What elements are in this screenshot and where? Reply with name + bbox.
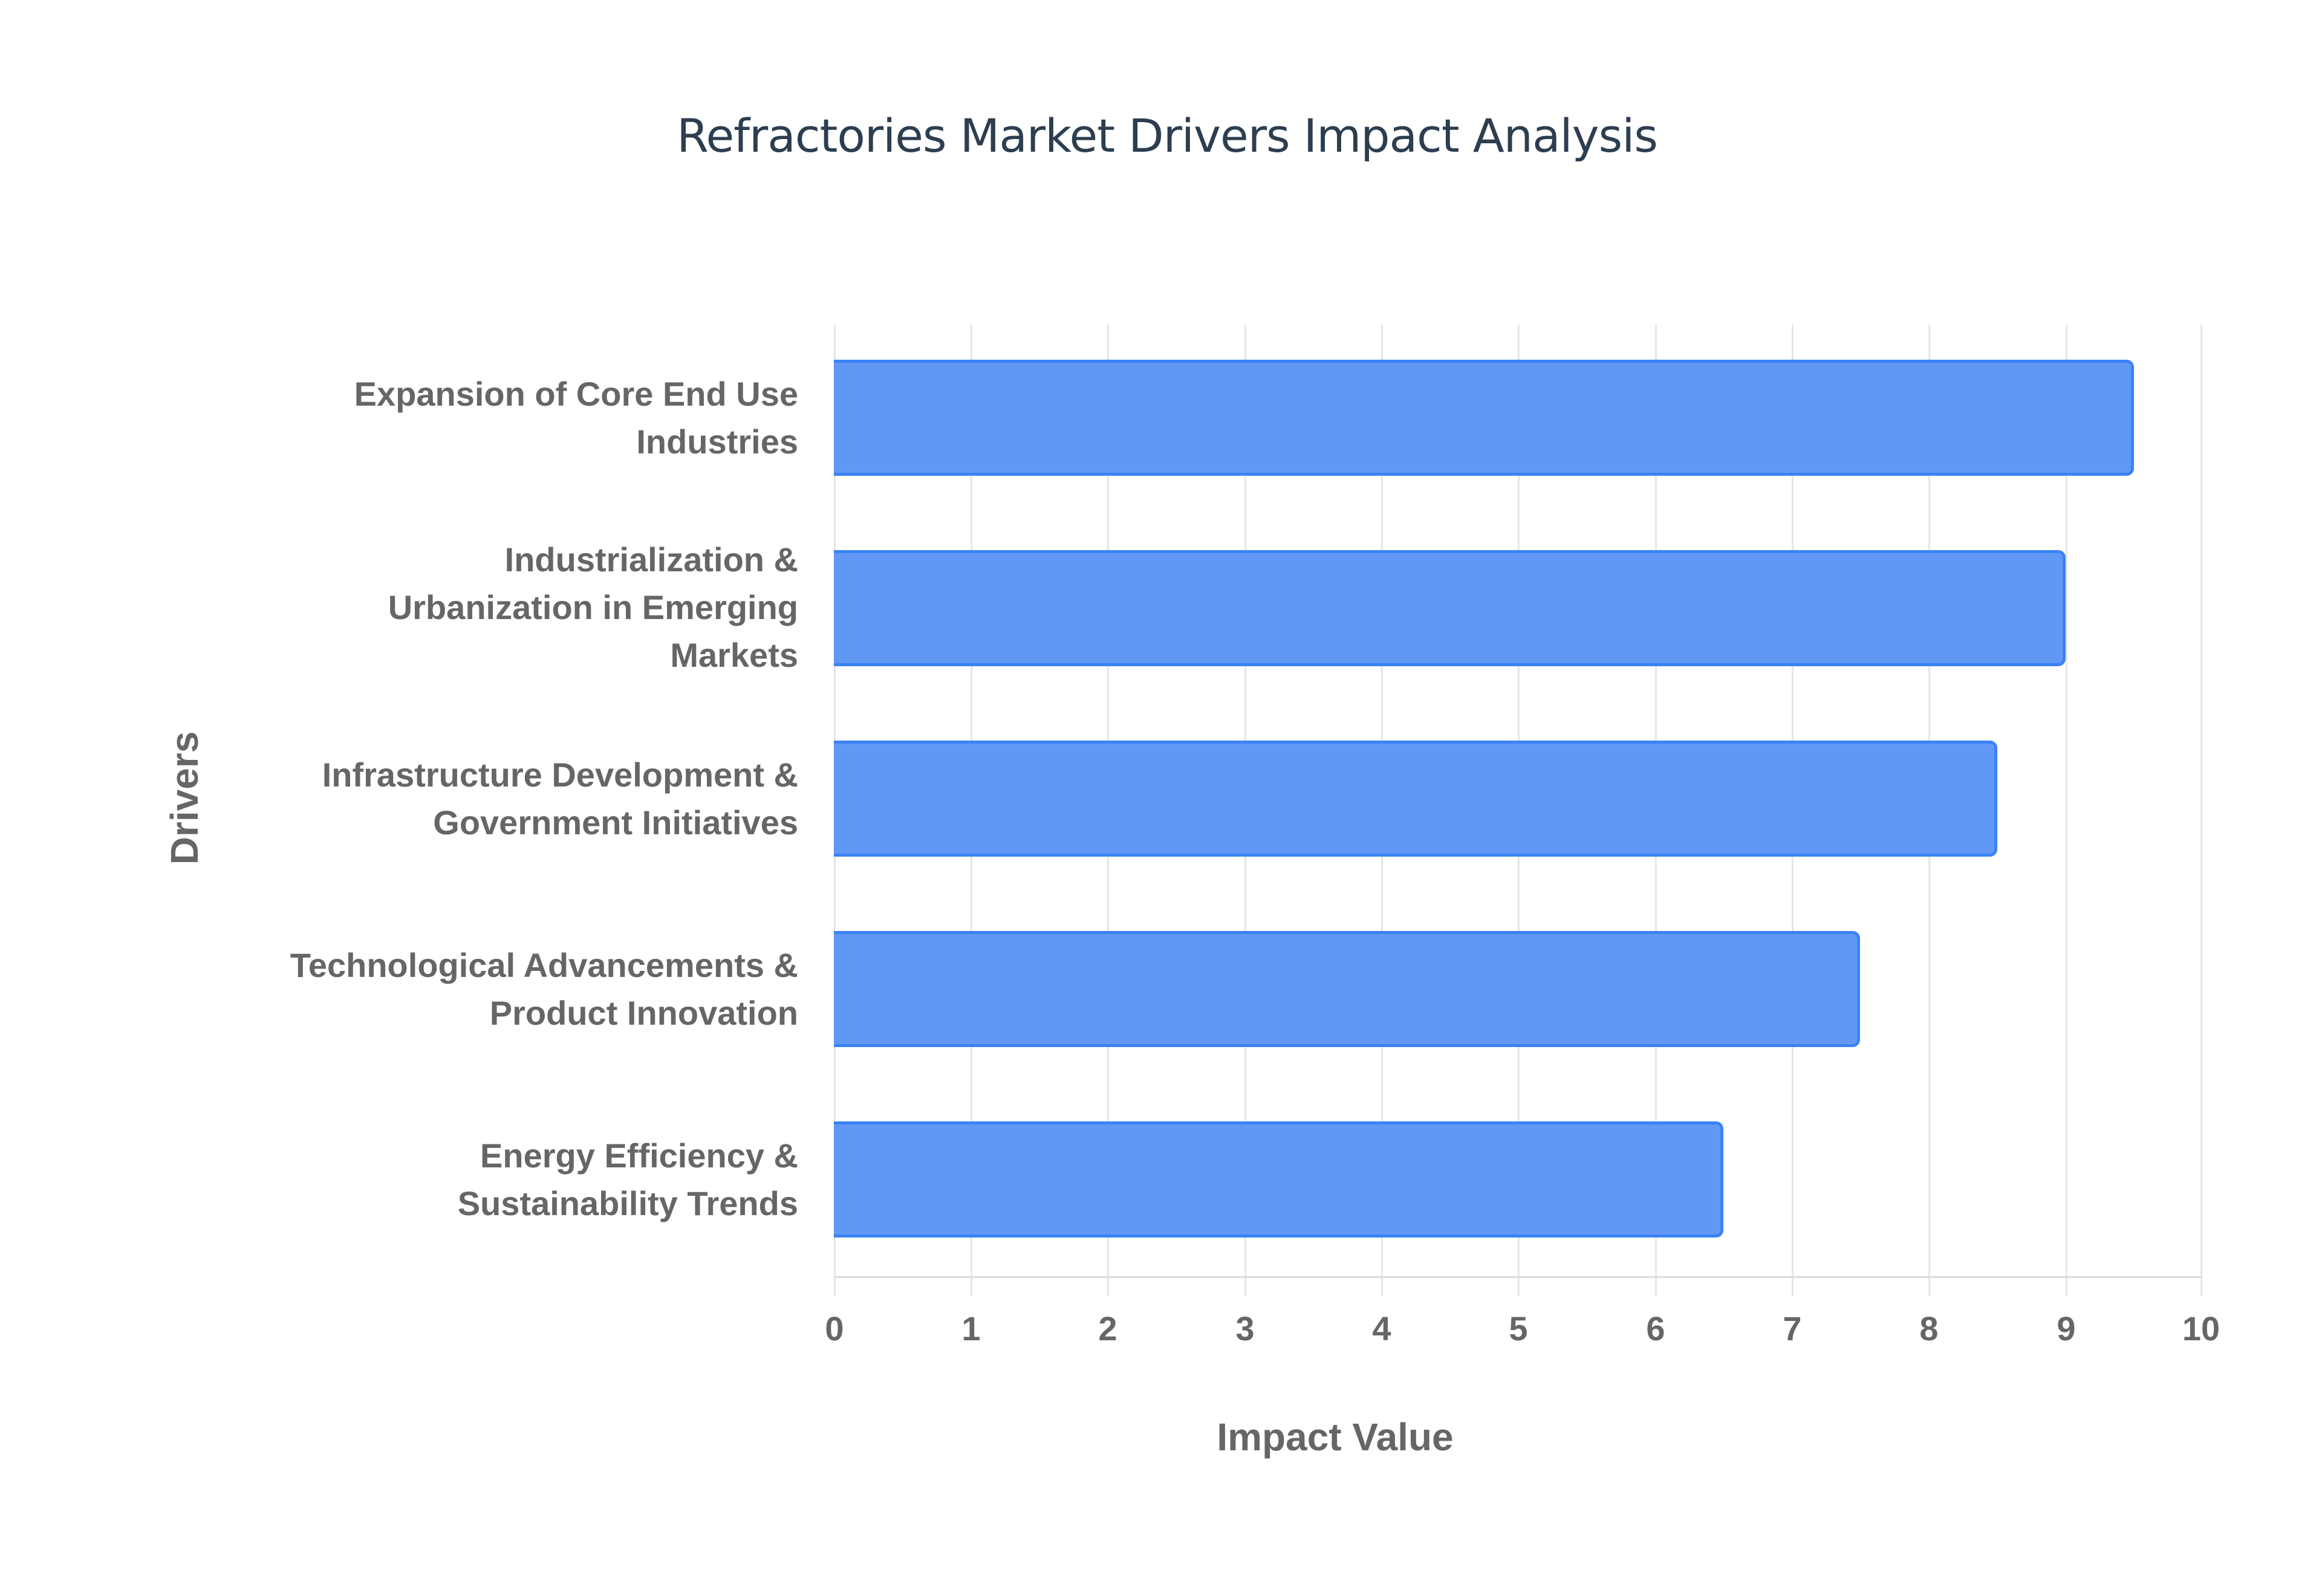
- label-line: Industries: [636, 423, 798, 461]
- label-line: Expansion of Core End Use: [354, 375, 798, 413]
- bar-energy-efficiency[interactable]: [834, 1121, 1723, 1238]
- x-tick: 3: [1235, 1309, 1255, 1348]
- label-line: Sustainability Trends: [457, 1184, 798, 1222]
- x-tick: 2: [1098, 1309, 1117, 1348]
- y-tick-label: Infrastructure Development & Government …: [133, 751, 798, 846]
- label-line: Markets: [670, 636, 798, 674]
- gridline: [2200, 325, 2202, 1296]
- x-tick: 6: [1646, 1309, 1665, 1348]
- x-axis-title: Impact Value: [1217, 1415, 1454, 1459]
- bar-technological-advancements[interactable]: [834, 931, 1860, 1047]
- label-line: Industrialization &: [504, 540, 798, 579]
- x-tick: 8: [1919, 1309, 1939, 1348]
- y-tick-label: Energy Efficiency & Sustainability Trend…: [133, 1132, 798, 1227]
- label-line: Infrastructure Development &: [322, 756, 798, 794]
- y-tick-label: Industrialization & Urbanization in Emer…: [133, 536, 798, 679]
- y-axis-title: Drivers: [163, 731, 206, 865]
- label-line: Urbanization in Emerging: [388, 588, 798, 626]
- x-tick: 1: [961, 1309, 981, 1348]
- label-line: Government Initiatives: [433, 803, 798, 842]
- x-tick: 7: [1783, 1309, 1802, 1348]
- x-tick: 10: [2182, 1309, 2220, 1348]
- label-line: Energy Efficiency &: [480, 1137, 798, 1175]
- x-axis-line: [834, 1276, 2202, 1278]
- bar-industrialization-urbanization[interactable]: [834, 550, 2066, 666]
- bar-infrastructure-development[interactable]: [834, 741, 1997, 857]
- gridline: [2066, 325, 2067, 1296]
- x-tick: 0: [825, 1309, 844, 1348]
- y-tick-label: Expansion of Core End Use Industries: [133, 370, 798, 465]
- y-tick-label: Technological Advancements & Product Inn…: [133, 941, 798, 1037]
- plot-area: [834, 325, 2202, 1296]
- x-tick: 9: [2057, 1309, 2076, 1348]
- label-line: Product Innovation: [489, 994, 798, 1032]
- x-tick: 4: [1372, 1309, 1391, 1348]
- chart-title: Refractories Market Drivers Impact Analy…: [677, 109, 1658, 163]
- bar-expansion-core-end-use[interactable]: [834, 360, 2134, 476]
- x-tick: 5: [1509, 1309, 1528, 1348]
- label-line: Technological Advancements &: [290, 946, 798, 984]
